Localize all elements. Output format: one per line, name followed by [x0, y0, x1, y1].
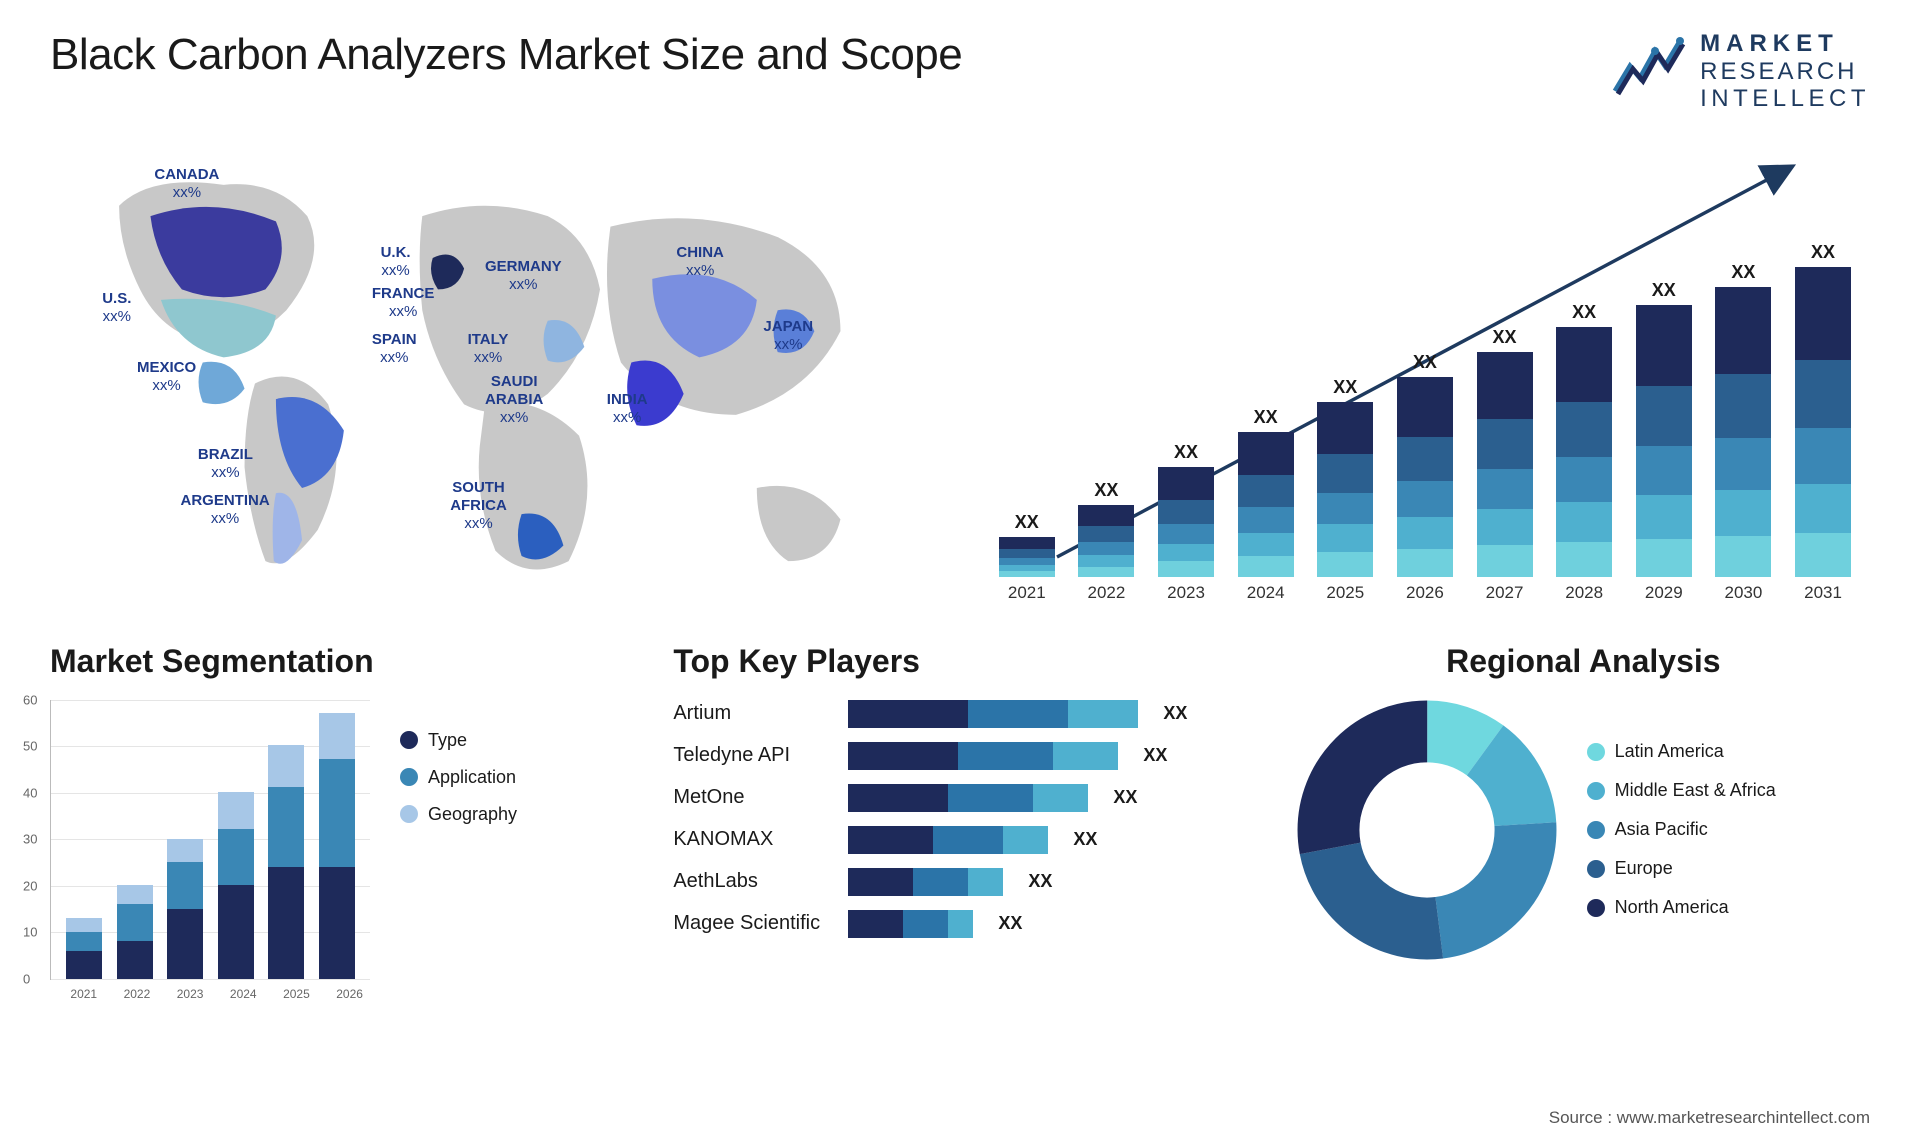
growth-bar-2026: XX2026	[1394, 352, 1456, 603]
regional-title: Regional Analysis	[1297, 643, 1870, 680]
growth-chart-panel: XX2021 XX2022 XX2023 XX2024 XX2025 XX2026 XX20…	[980, 143, 1870, 603]
seg-bar-2022	[117, 885, 153, 978]
regional-legend: Latin America Middle East & Africa Asia Pa…	[1587, 741, 1776, 918]
map-label-us: U.S.xx%	[102, 290, 131, 326]
seg-bar-2023	[167, 839, 203, 979]
map-label-uk: U.K.xx%	[381, 244, 411, 280]
segmentation-panel: Market Segmentation 01020304050602021202…	[50, 643, 623, 980]
growth-bar-2025: XX2025	[1314, 377, 1376, 603]
region-legend-europe: Europe	[1587, 858, 1776, 879]
growth-bar-2024: XX2024	[1235, 407, 1297, 603]
regional-donut	[1297, 700, 1557, 960]
map-label-canada: CANADAxx%	[154, 166, 219, 202]
growth-bar-2027: XX2027	[1474, 327, 1536, 603]
map-label-germany: GERMANYxx%	[485, 258, 562, 294]
map-label-china: CHINAxx%	[676, 244, 724, 280]
map-label-japan: JAPANxx%	[763, 318, 813, 354]
region-legend-asiapacific: Asia Pacific	[1587, 819, 1776, 840]
growth-bar-2029: XX2029	[1633, 280, 1695, 603]
map-label-india: INDIAxx%	[607, 391, 648, 427]
map-label-argentina: ARGENTINAxx%	[181, 492, 270, 528]
growth-bar-2030: XX2030	[1712, 262, 1774, 603]
growth-bar-2023: XX2023	[1155, 442, 1217, 603]
player-mageescientific: Magee ScientificXX	[673, 910, 1246, 938]
players-title: Top Key Players	[673, 643, 1246, 680]
region-legend-northamerica: North America	[1587, 897, 1776, 918]
segmentation-legend: Type Application Geography	[400, 730, 517, 825]
map-label-mexico: MEXICOxx%	[137, 359, 196, 395]
map-label-france: FRANCExx%	[372, 285, 435, 321]
seg-bar-2025	[268, 745, 304, 978]
seg-legend-application: Application	[400, 767, 517, 788]
regional-panel: Regional Analysis Latin America Middle Ea…	[1297, 643, 1870, 980]
seg-legend-type: Type	[400, 730, 517, 751]
logo-line2: RESEARCH	[1700, 58, 1870, 86]
world-map-panel: CANADAxx% U.S.xx% MEXICOxx% BRAZILxx% ARGENT…	[50, 143, 920, 603]
growth-bar-2022: XX2022	[1075, 480, 1137, 603]
seg-bar-2026	[319, 713, 355, 979]
donut-slice-northamerica	[1328, 731, 1525, 928]
segmentation-chart: 0102030405060202120222023202420252026	[50, 700, 370, 980]
growth-bar-2021: XX2021	[996, 512, 1058, 603]
segmentation-title: Market Segmentation	[50, 643, 623, 680]
map-label-southafrica: SOUTHAFRICAxx%	[450, 479, 507, 533]
seg-legend-geography: Geography	[400, 804, 517, 825]
player-kanomax: KANOMAXXX	[673, 826, 1246, 854]
page-title: Black Carbon Analyzers Market Size and S…	[50, 30, 962, 80]
player-metone: MetOneXX	[673, 784, 1246, 812]
players-panel: Top Key Players ArtiumXX Teledyne APIXX Me…	[673, 643, 1246, 980]
logo-line3: INTELLECT	[1700, 85, 1870, 113]
region-legend-middleeastafrica: Middle East & Africa	[1587, 780, 1776, 801]
player-artium: ArtiumXX	[673, 700, 1246, 728]
seg-bar-2021	[66, 918, 102, 979]
logo-line1: MARKET	[1700, 30, 1870, 58]
seg-bar-2024	[218, 792, 254, 979]
region-legend-latinamerica: Latin America	[1587, 741, 1776, 762]
source-attribution: Source : www.marketresearchintellect.com	[1549, 1108, 1870, 1128]
player-teledyneapi: Teledyne APIXX	[673, 742, 1246, 770]
player-aethlabs: AethLabsXX	[673, 868, 1246, 896]
brand-logo: MARKET RESEARCH INTELLECT	[1610, 30, 1870, 113]
players-list: ArtiumXX Teledyne APIXX MetOneXX KANOMAXXX A…	[673, 700, 1246, 938]
map-label-brazil: BRAZILxx%	[198, 446, 253, 482]
map-label-saudiarabia: SAUDIARABIAxx%	[485, 373, 543, 427]
map-label-italy: ITALYxx%	[468, 331, 509, 367]
map-label-spain: SPAINxx%	[372, 331, 417, 367]
growth-bar-2031: XX2031	[1792, 242, 1854, 603]
growth-bar-2028: XX2028	[1553, 302, 1615, 603]
